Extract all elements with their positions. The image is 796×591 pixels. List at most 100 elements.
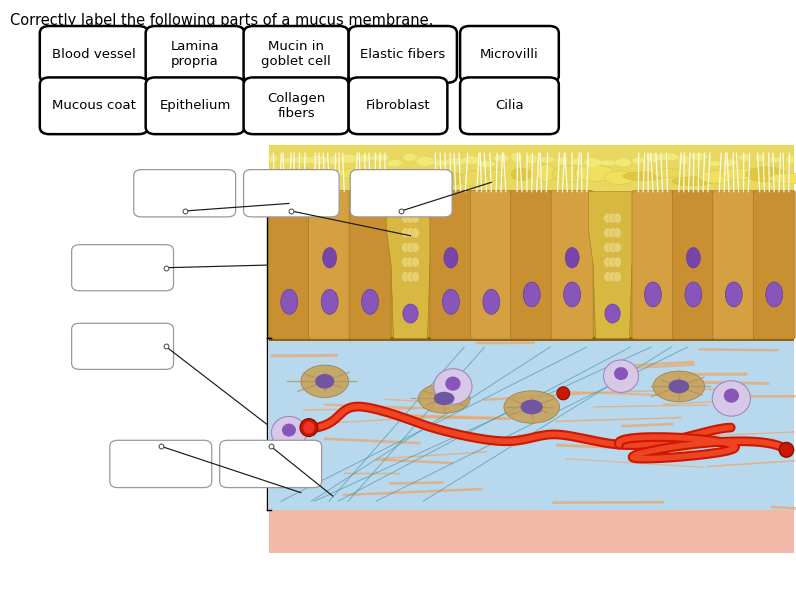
Ellipse shape [755, 154, 765, 161]
Ellipse shape [321, 290, 338, 314]
Ellipse shape [301, 365, 349, 398]
FancyBboxPatch shape [460, 77, 559, 134]
Ellipse shape [724, 388, 739, 402]
Ellipse shape [487, 169, 506, 181]
Ellipse shape [712, 381, 751, 416]
Ellipse shape [419, 384, 470, 413]
Ellipse shape [415, 170, 433, 182]
FancyBboxPatch shape [430, 190, 472, 339]
Ellipse shape [786, 156, 794, 163]
Ellipse shape [402, 257, 410, 267]
Ellipse shape [769, 173, 796, 184]
Ellipse shape [725, 282, 743, 307]
FancyBboxPatch shape [309, 190, 351, 339]
Ellipse shape [334, 169, 367, 178]
Ellipse shape [412, 242, 419, 252]
Ellipse shape [402, 272, 410, 282]
Ellipse shape [603, 360, 638, 392]
FancyBboxPatch shape [673, 190, 714, 339]
Ellipse shape [407, 272, 415, 282]
Ellipse shape [402, 242, 410, 252]
Ellipse shape [575, 165, 615, 181]
Ellipse shape [540, 157, 554, 163]
FancyBboxPatch shape [460, 26, 559, 83]
Ellipse shape [556, 157, 568, 165]
Ellipse shape [330, 156, 338, 165]
Ellipse shape [280, 158, 296, 163]
FancyBboxPatch shape [40, 77, 148, 134]
Ellipse shape [315, 374, 334, 389]
Ellipse shape [614, 367, 628, 380]
Ellipse shape [605, 304, 620, 323]
Ellipse shape [622, 172, 665, 181]
Ellipse shape [309, 155, 329, 164]
Ellipse shape [645, 282, 661, 307]
Ellipse shape [387, 171, 412, 183]
Ellipse shape [412, 257, 419, 267]
Ellipse shape [412, 272, 419, 282]
Ellipse shape [303, 421, 314, 433]
Text: Mucin in
goblet cell: Mucin in goblet cell [261, 40, 331, 69]
Ellipse shape [614, 272, 622, 282]
Ellipse shape [511, 168, 532, 181]
Text: Elastic fibers: Elastic fibers [360, 48, 446, 61]
Ellipse shape [603, 228, 612, 238]
Ellipse shape [605, 171, 634, 184]
Bar [269, 145, 794, 191]
Ellipse shape [282, 424, 296, 437]
Ellipse shape [632, 157, 644, 164]
Ellipse shape [708, 161, 720, 166]
Ellipse shape [653, 168, 684, 178]
Ellipse shape [341, 154, 357, 163]
Ellipse shape [300, 418, 318, 436]
Text: Mucous coat: Mucous coat [52, 99, 136, 112]
Ellipse shape [673, 177, 713, 186]
FancyBboxPatch shape [349, 190, 391, 339]
Ellipse shape [779, 443, 794, 457]
Bar [269, 339, 794, 510]
Ellipse shape [362, 171, 387, 181]
Ellipse shape [412, 213, 419, 223]
Ellipse shape [483, 290, 500, 314]
FancyBboxPatch shape [350, 170, 452, 217]
Ellipse shape [608, 242, 617, 252]
Text: Cilia: Cilia [495, 99, 524, 112]
Ellipse shape [322, 248, 337, 268]
Text: Microvilli: Microvilli [480, 48, 539, 61]
Bar [269, 510, 794, 553]
FancyBboxPatch shape [470, 190, 513, 339]
Ellipse shape [584, 158, 601, 167]
Ellipse shape [511, 152, 522, 161]
Bar [269, 191, 794, 339]
Ellipse shape [407, 213, 415, 223]
Ellipse shape [281, 290, 298, 314]
Ellipse shape [461, 171, 484, 187]
Ellipse shape [608, 257, 617, 267]
FancyBboxPatch shape [72, 323, 174, 369]
Ellipse shape [287, 168, 315, 178]
FancyBboxPatch shape [146, 77, 244, 134]
Ellipse shape [523, 282, 540, 307]
Ellipse shape [690, 153, 708, 160]
Ellipse shape [526, 154, 537, 164]
Ellipse shape [269, 155, 277, 162]
Ellipse shape [614, 242, 622, 252]
Ellipse shape [552, 165, 589, 182]
Text: Fibroblast: Fibroblast [365, 99, 431, 112]
Ellipse shape [746, 167, 786, 182]
Ellipse shape [739, 154, 751, 161]
Polygon shape [386, 191, 435, 339]
FancyBboxPatch shape [110, 440, 212, 488]
Ellipse shape [646, 153, 661, 162]
Ellipse shape [370, 155, 388, 161]
Ellipse shape [766, 282, 782, 307]
Ellipse shape [614, 228, 622, 238]
FancyBboxPatch shape [551, 190, 593, 339]
Ellipse shape [679, 155, 689, 164]
Text: Epithelium: Epithelium [159, 99, 231, 112]
Ellipse shape [358, 155, 371, 162]
Ellipse shape [770, 157, 780, 162]
Ellipse shape [445, 376, 461, 391]
FancyBboxPatch shape [268, 190, 310, 339]
Ellipse shape [659, 153, 678, 160]
